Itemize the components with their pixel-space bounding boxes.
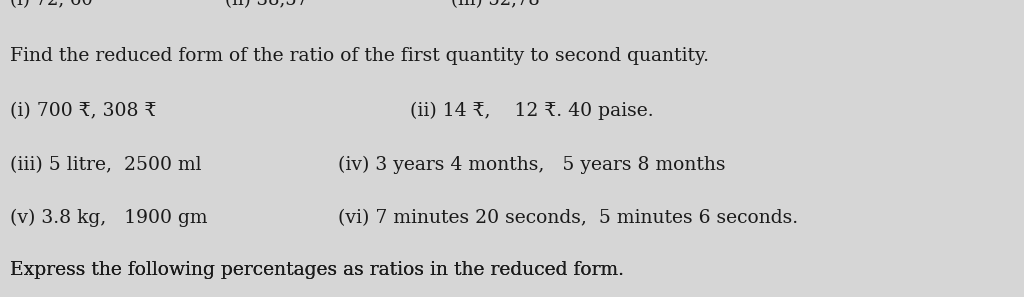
Text: Express the following percentages as ratios in the reduced form.: Express the following percentages as rat… <box>10 261 625 279</box>
Text: Express the following percentages as ratios in the reduced form.: Express the following percentages as rat… <box>10 261 625 279</box>
Text: (vi) 7 minutes 20 seconds,  5 minutes 6 seconds.: (vi) 7 minutes 20 seconds, 5 minutes 6 s… <box>338 209 798 227</box>
Text: (iii) 52,78: (iii) 52,78 <box>451 0 540 9</box>
Text: (i) 700 ₹, 308 ₹: (i) 700 ₹, 308 ₹ <box>10 102 157 120</box>
Text: (v) 3.8 kg,   1900 gm: (v) 3.8 kg, 1900 gm <box>10 209 208 227</box>
Text: (ii) 14 ₹,    12 ₹. 40 paise.: (ii) 14 ₹, 12 ₹. 40 paise. <box>410 102 653 120</box>
Text: (iii) 5 litre,  2500 ml: (iii) 5 litre, 2500 ml <box>10 156 202 174</box>
Text: Find the reduced form of the ratio of the first quantity to second quantity.: Find the reduced form of the ratio of th… <box>10 47 710 65</box>
Text: (iv) 3 years 4 months,   5 years 8 months: (iv) 3 years 4 months, 5 years 8 months <box>338 156 725 174</box>
Text: (ii) 38,57: (ii) 38,57 <box>225 0 308 9</box>
Text: (i) 72, 60: (i) 72, 60 <box>10 0 93 9</box>
